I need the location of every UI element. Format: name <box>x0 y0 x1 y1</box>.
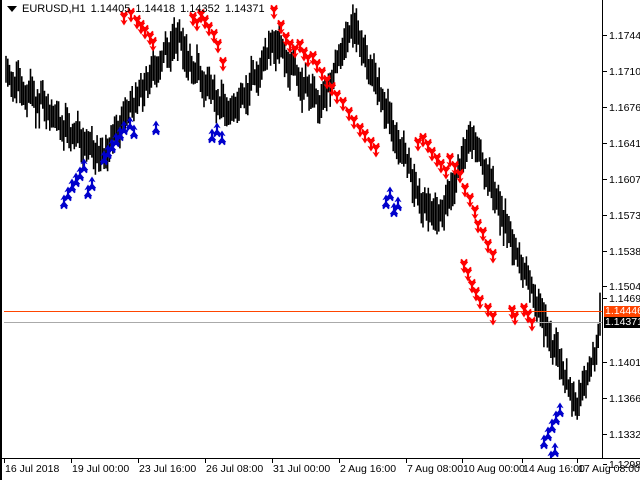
sell-signal-arrow-down <box>132 14 142 30</box>
ohlc-open-value: 1.14405 <box>90 3 131 15</box>
chevron-down-icon[interactable] <box>7 6 17 12</box>
price-tick-label: 1.16760 <box>603 102 640 114</box>
buy-signal-arrow-up <box>119 120 129 136</box>
buy-signal-arrow-up <box>79 158 89 174</box>
price-tick-label: 1.14690 <box>603 293 640 305</box>
sell-signal-arrow-down <box>312 58 322 74</box>
sell-signal-arrow-down <box>371 142 381 158</box>
sell-signal-arrow-down <box>470 204 480 220</box>
sell-signal-arrow-down <box>473 218 483 234</box>
sell-signal-arrow-down <box>413 136 423 152</box>
buy-signal-arrow-up <box>151 120 161 136</box>
buy-signal-arrow-up <box>212 122 222 138</box>
sell-signal-arrow-down <box>276 19 286 35</box>
sell-signal-arrow-down <box>418 132 428 148</box>
sell-signal-arrow-down <box>213 38 223 54</box>
price-tick-label: 1.17100 <box>603 66 640 78</box>
sell-signal-arrow-down <box>483 302 493 318</box>
price-tick-label: 1.13320 <box>603 429 640 441</box>
sell-signal-arrow-down <box>285 38 295 54</box>
sell-signal-arrow-down <box>269 4 279 20</box>
sell-signal-arrow-down <box>527 316 537 332</box>
price-tick-label: 1.15040 <box>603 281 640 293</box>
sell-signal-arrow-down <box>445 152 455 168</box>
sell-signal-arrow-down <box>338 96 348 112</box>
sell-signal-arrow-down <box>510 310 520 326</box>
sell-signal-arrow-down <box>349 114 359 130</box>
symbol-timeframe-label: EURUSD,H1 <box>22 3 86 15</box>
price-axis[interactable]: 1.17440 1.17100 1.16760 1.16410 1.16070 1.157… <box>602 0 640 471</box>
ask-price-badge: 1.14446 <box>604 306 640 317</box>
sell-signal-arrow-down <box>483 238 493 254</box>
sell-signal-arrow-down <box>441 164 451 180</box>
bid-price-badge: 1.14371 <box>604 317 640 328</box>
sell-signal-arrow-down <box>478 226 488 242</box>
buy-signal-arrow-up <box>393 196 403 212</box>
sell-signal-arrow-down <box>475 294 485 310</box>
ohlc-bar-path <box>5 4 601 420</box>
price-tick-label: 1.15730 <box>603 210 640 222</box>
price-series-canvas <box>4 4 602 458</box>
buy-signal-arrow-up <box>129 124 139 140</box>
price-tick-label: 1.15380 <box>603 246 640 258</box>
price-tick-label: 1.14010 <box>603 357 640 369</box>
buy-signal-arrow-up <box>550 442 560 458</box>
buy-signal-arrow-up <box>547 450 555 458</box>
chart-header: EURUSD,H1 1.14405 1.14418 1.14352 1.1437… <box>2 0 607 18</box>
ohlc-high-value: 1.14418 <box>135 3 176 15</box>
ohlc-close-value: 1.14371 <box>224 3 265 15</box>
price-tick-label: 1.12980 <box>603 459 640 471</box>
buy-signal-arrow-up <box>555 402 565 418</box>
buy-signal-arrow-up <box>87 176 97 192</box>
time-axis[interactable]: 16 Jul 2018 19 Jul 00:00 23 Jul 16:00 26 Ju… <box>2 458 640 480</box>
sell-signal-arrow-down <box>344 106 354 122</box>
sell-signal-arrow-down <box>303 52 313 68</box>
buy-signal-arrow-up <box>217 130 227 146</box>
sell-signal-arrow-down <box>463 266 473 282</box>
sell-signal-arrow-down <box>148 36 158 52</box>
sell-signal-arrow-down <box>465 192 475 208</box>
price-tick-label: 1.17440 <box>603 30 640 42</box>
signal-arrows <box>59 4 565 458</box>
sell-signal-arrow-down <box>455 168 465 184</box>
sell-signal-arrow-down <box>460 182 470 198</box>
ohlc-low-value: 1.14352 <box>180 3 220 15</box>
sell-signal-arrow-down <box>332 89 342 105</box>
sell-signal-arrow-down <box>327 81 337 97</box>
sell-signal-arrow-down <box>317 66 327 82</box>
price-tick-label: 1.13660 <box>603 393 640 405</box>
sell-signal-arrow-down <box>290 43 300 59</box>
sell-signal-arrow-down <box>450 160 460 176</box>
chart-plot-area[interactable] <box>4 0 602 458</box>
sell-signal-arrow-down <box>140 24 150 40</box>
buy-signal-arrow-up <box>125 116 135 132</box>
ohlc-bars <box>5 4 601 420</box>
sell-signal-arrow-down <box>218 56 228 72</box>
sell-signal-arrow-down <box>119 10 129 26</box>
price-tick-label: 1.16410 <box>603 138 640 150</box>
buy-signal-arrow-up <box>385 186 395 202</box>
sell-signal-arrow-down <box>488 310 498 326</box>
price-tick-label: 1.16070 <box>603 174 640 186</box>
sell-signal-arrow-down <box>488 248 498 264</box>
sell-signal-arrow-down <box>126 7 136 23</box>
sell-signal-arrow-down <box>360 128 370 144</box>
sell-signal-arrow-down <box>192 16 202 32</box>
